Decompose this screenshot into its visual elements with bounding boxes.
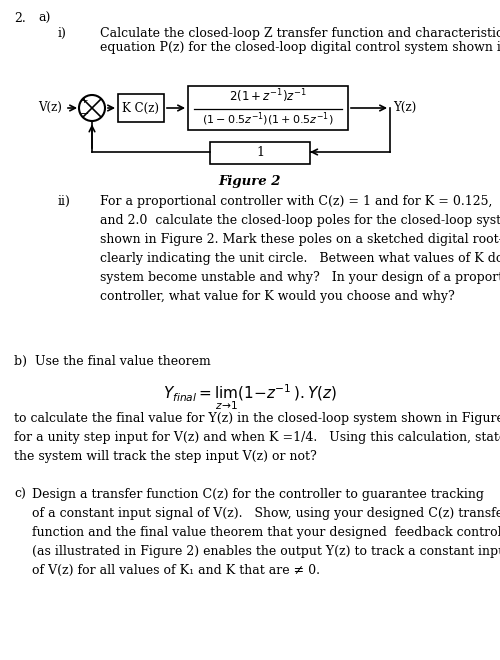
Text: ii): ii) xyxy=(58,195,71,208)
Text: c): c) xyxy=(14,488,26,501)
Text: b)  Use the final value theorem: b) Use the final value theorem xyxy=(14,355,211,368)
Text: V(z): V(z) xyxy=(38,101,62,114)
FancyBboxPatch shape xyxy=(118,94,164,122)
Text: $2(1 + z^{-1})z^{-1}$: $2(1 + z^{-1})z^{-1}$ xyxy=(229,87,307,105)
Text: Figure 2: Figure 2 xyxy=(219,175,281,188)
Text: K C(z): K C(z) xyxy=(122,102,160,114)
Text: +: + xyxy=(80,96,89,105)
FancyBboxPatch shape xyxy=(188,86,348,130)
Text: Y(z): Y(z) xyxy=(393,101,416,114)
Text: For a proportional controller with C(z) = 1 and for K = 0.125,  0.5
and 2.0  cal: For a proportional controller with C(z) … xyxy=(100,195,500,303)
Text: 1: 1 xyxy=(256,145,264,158)
FancyBboxPatch shape xyxy=(210,142,310,164)
Text: i): i) xyxy=(58,27,67,40)
Text: 2.: 2. xyxy=(14,12,26,25)
Text: Design a transfer function C(z) for the controller to guarantee tracking
of a co: Design a transfer function C(z) for the … xyxy=(32,488,500,577)
Text: a): a) xyxy=(38,12,50,25)
Text: $Y_{final} = \lim_{z \to 1}(1 - z^{-1}).Y(z)$: $Y_{final} = \lim_{z \to 1}(1 - z^{-1}).… xyxy=(163,382,337,412)
Text: Calculate the closed-loop Z transfer function and characteristic: Calculate the closed-loop Z transfer fun… xyxy=(100,27,500,40)
Text: −: − xyxy=(80,109,90,119)
Text: equation P(z) for the closed-loop digital control system shown in Figure 2: equation P(z) for the closed-loop digita… xyxy=(100,41,500,54)
Text: to calculate the final value for Y(z) in the closed-loop system shown in Figure : to calculate the final value for Y(z) in… xyxy=(14,412,500,463)
Text: $(1 - 0.5z^{-1})(1 + 0.5z^{-1})$: $(1 - 0.5z^{-1})(1 + 0.5z^{-1})$ xyxy=(202,110,334,127)
